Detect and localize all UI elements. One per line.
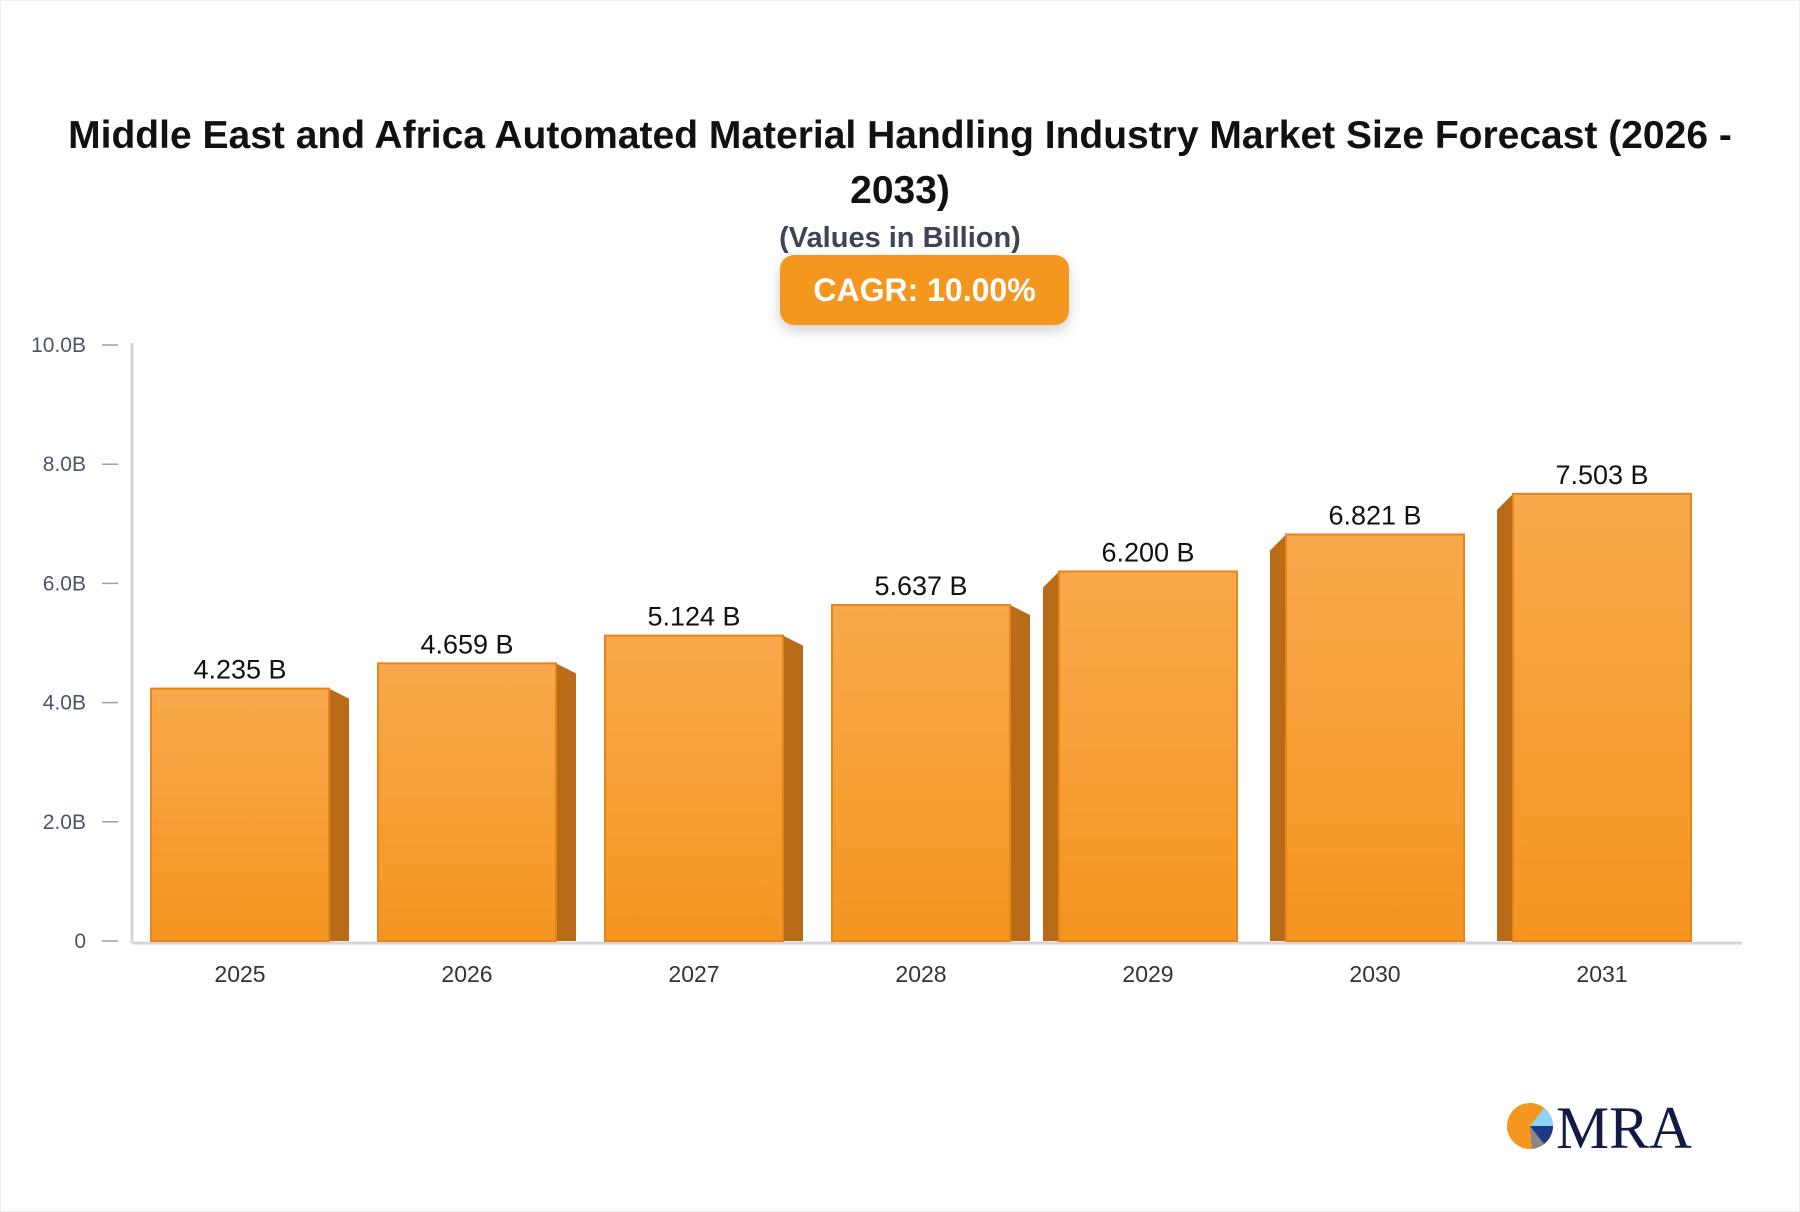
x-tick-label: 2030 (1349, 961, 1400, 987)
bar-side (556, 663, 576, 941)
bar (1058, 570, 1238, 942)
x-tick-label: 2026 (441, 961, 492, 987)
bar (377, 662, 557, 942)
bar-side (1270, 534, 1286, 941)
x-tick-label: 2027 (668, 961, 719, 987)
x-tick-label: 2031 (1576, 961, 1627, 987)
bar-side (1010, 605, 1030, 941)
data-label: 5.637 B (874, 571, 967, 601)
y-tick-label: 10.0B (31, 334, 86, 357)
data-label: 4.235 B (193, 655, 286, 685)
chart-subtitle: (Values in Billion) (779, 222, 1021, 254)
bar-group: 5.637 B 2028 (831, 571, 1030, 987)
bar-group: 7.503 B 2031 (1497, 460, 1692, 987)
x-tick-label: 2029 (1122, 961, 1173, 987)
bar-side (1043, 571, 1059, 941)
y-tick-label: 8.0B (43, 453, 86, 476)
bar (604, 634, 784, 943)
bar (1512, 492, 1692, 942)
logo-text: MRA (1556, 1096, 1692, 1156)
bar-side (783, 635, 803, 941)
chart-title: Middle East and Africa Automated Materia… (68, 114, 1732, 212)
mra-logo: MRA (1507, 1096, 1692, 1156)
data-label: 6.200 B (1101, 537, 1194, 567)
data-label: 4.659 B (420, 629, 513, 659)
x-tick-label: 2028 (895, 961, 946, 987)
bar-side (1497, 493, 1513, 941)
data-label: 7.503 B (1555, 460, 1648, 490)
cagr-badge: CAGR: 10.00% (780, 255, 1069, 325)
data-label: 5.124 B (647, 602, 740, 632)
y-tick-label: 0 (74, 930, 86, 953)
bar-side (329, 688, 349, 941)
bar (831, 604, 1011, 942)
bar-group: 5.124 B 2027 (604, 602, 803, 987)
x-tick-label: 2025 (214, 961, 265, 987)
bar-group: 6.821 B 2030 (1270, 500, 1465, 987)
bar (150, 687, 330, 942)
data-label: 6.821 B (1328, 500, 1421, 530)
y-tick-label: 2.0B (43, 811, 86, 834)
bar-group: 4.235 B 2025 (150, 655, 349, 987)
y-tick-label: 4.0B (43, 692, 86, 715)
bar (1285, 533, 1465, 942)
bar-group: 6.200 B 2029 (1043, 537, 1238, 987)
y-tick-label: 6.0B (43, 572, 86, 595)
bar-group: 4.659 B 2026 (377, 629, 576, 987)
